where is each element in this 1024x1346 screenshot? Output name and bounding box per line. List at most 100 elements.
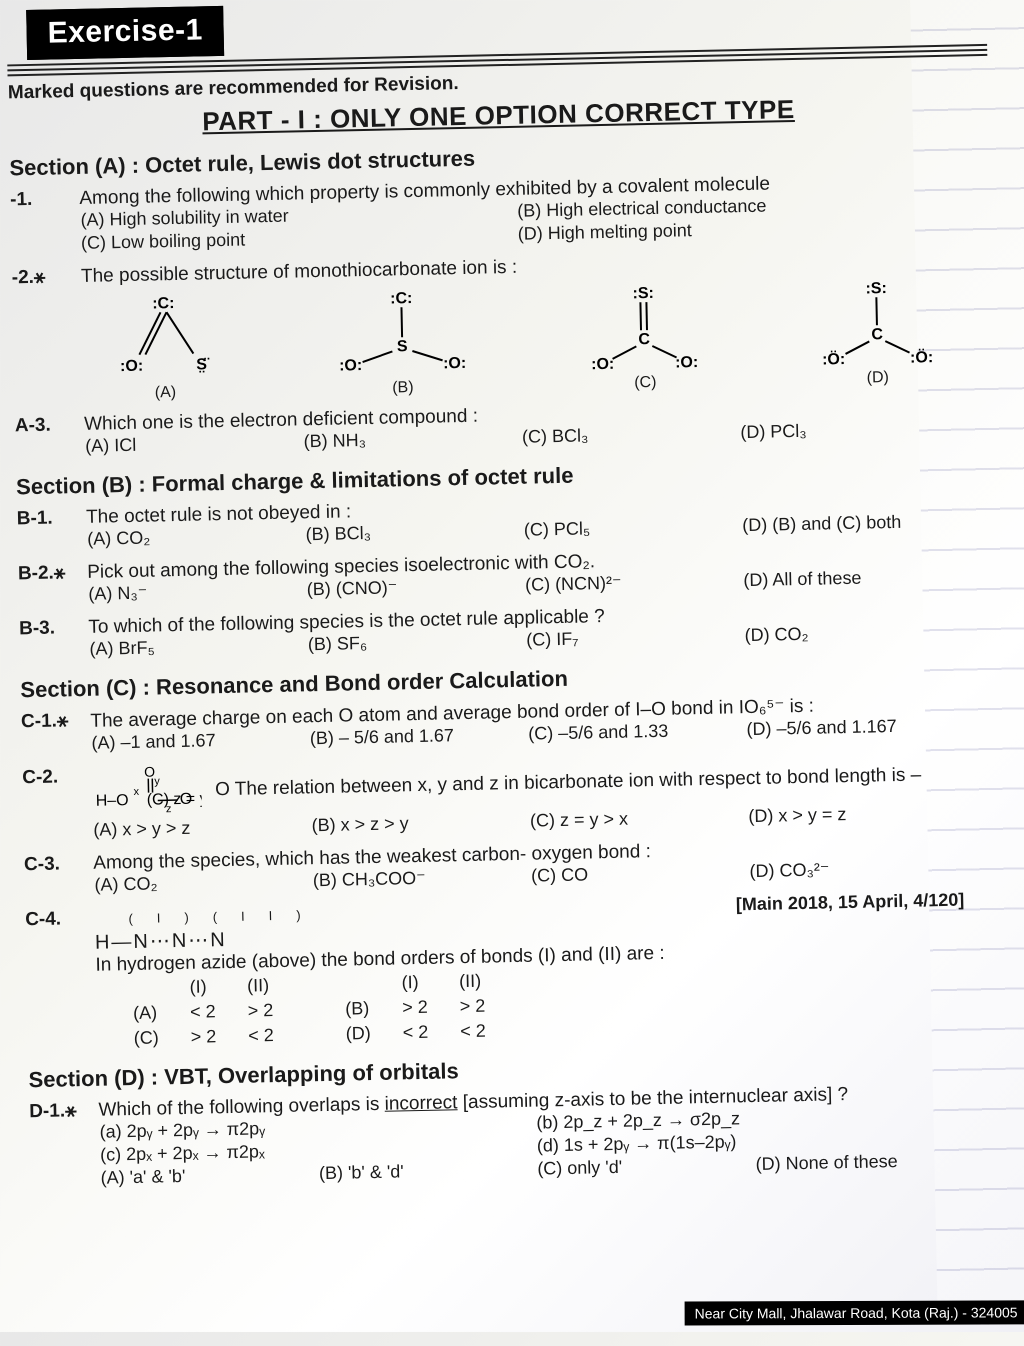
- page-footer: Near City Mall, Jhalawar Road, Kota (Raj…: [685, 1300, 1024, 1325]
- opt-c: (C) only 'd': [537, 1154, 756, 1180]
- opt-d: (D) x > y = z: [748, 802, 967, 828]
- bond-label-2: (II): [213, 907, 325, 924]
- q-num: C-2.: [22, 766, 86, 789]
- q-num: C-1.⚹: [21, 710, 85, 733]
- opt-d: (D) All of these: [743, 566, 962, 592]
- underlined: incorrect: [384, 1092, 457, 1115]
- svg-text:x: x: [134, 786, 140, 798]
- opt-d: (D) CO₃²⁻: [749, 856, 968, 882]
- question-c2: C-2. H–O x (C) z = y > x O y z O O The r…: [22, 747, 1003, 845]
- svg-text::C:: :C:: [390, 290, 413, 307]
- svg-text::O:: :O:: [443, 355, 466, 372]
- svg-text:y: y: [154, 775, 160, 787]
- opt-d: (D) (B) and (C) both: [742, 511, 961, 537]
- q-num: C-3.: [24, 853, 88, 876]
- svg-text::C:: :C:: [152, 295, 175, 312]
- opt-label: (B): [333, 378, 473, 399]
- opt-b: (B) x > z > y: [311, 811, 530, 837]
- svg-text:S: S: [397, 338, 408, 355]
- svg-text:C: C: [638, 331, 650, 348]
- opts-left: (I)(II) (A)< 2> 2 (C)> 2< 2: [116, 973, 290, 1052]
- opt-c: (C) BCl₃: [522, 422, 741, 448]
- svg-text::O:: :O:: [120, 358, 143, 375]
- opt-label: (A): [110, 383, 220, 403]
- opt-d: (D) PCl₃: [740, 418, 959, 444]
- svg-text::S:: :S:: [865, 280, 887, 297]
- opt-a: (A) N₃⁻: [88, 579, 307, 605]
- struct-d: :S: C :Ö: :Ö: (D): [816, 278, 938, 388]
- opts-right: (I)(II) (B)> 2> 2 (D)< 2< 2: [328, 968, 502, 1047]
- structure-row: :C: :O: S̤̈ (A) :C: S :O: :: [52, 277, 994, 405]
- opt-a: (A) 'a' & 'b': [100, 1163, 319, 1189]
- opt-d: (D) None of these: [755, 1149, 974, 1175]
- lewis-icon: :C: :O: S̤̈: [108, 293, 220, 385]
- svg-text:H–O: H–O: [96, 792, 129, 810]
- opt-b: (B) 'b' & 'd': [319, 1159, 538, 1185]
- svg-text::O:: :O:: [339, 357, 362, 374]
- svg-text::O:: :O:: [591, 356, 614, 373]
- opt-c: (C) IF₇: [526, 625, 745, 651]
- q-num: D-1.⚹: [29, 1100, 93, 1123]
- lewis-icon: :S: C :O: :O:: [583, 283, 705, 375]
- question-b1: B-1. The octet rule is not obeyed in : (…: [17, 488, 998, 554]
- q-num: C-4.: [25, 908, 89, 931]
- q-num: B-1.: [17, 507, 81, 530]
- opt-a: (A) x > y > z: [93, 815, 312, 841]
- q-num: -1.: [10, 188, 74, 211]
- azide-structure: H—N⋯N⋯N: [95, 929, 227, 954]
- svg-text::S:: :S:: [633, 285, 655, 302]
- opt-b: (B) – 5/6 and 1.67: [310, 724, 529, 750]
- question-b3: B-3. To which of the following species i…: [19, 598, 1000, 664]
- opt-c: (C) CO: [531, 861, 750, 887]
- opt-label: (D): [818, 368, 938, 389]
- bicarbonate-icon: H–O x (C) z = y > x O y z O: [91, 764, 202, 820]
- q-num: B-3.: [19, 617, 83, 640]
- svg-text::Ö:: :Ö:: [910, 347, 934, 366]
- bond-label-1: (I): [128, 909, 213, 926]
- svg-text::O:: :O:: [675, 354, 698, 371]
- question-a3: A-3. Which one is the electron deficient…: [15, 395, 996, 461]
- opt-d: (D) CO₂: [744, 621, 963, 647]
- svg-text:C: C: [871, 326, 883, 343]
- opt-b: (B) NH₃: [303, 427, 522, 453]
- question-b2: B-2.⚹ Pick out among the following speci…: [18, 543, 999, 609]
- question-c1: C-1.⚹ The average charge on each O atom …: [21, 691, 1002, 758]
- exam-tag: [Main 2018, 15 April, 4/120]: [736, 890, 965, 916]
- q-num: B-2.⚹: [18, 562, 82, 585]
- opt-a: (A) ICl: [85, 431, 304, 457]
- opt-a: (A) CO₂: [94, 870, 313, 896]
- lewis-icon: :S: C :Ö: :Ö:: [816, 278, 938, 370]
- opt-b: (B) (CNO)⁻: [307, 575, 526, 601]
- struct-b: :C: S :O: :O: (B): [331, 288, 473, 399]
- opt-c: (C) z = y > x: [530, 806, 749, 832]
- opt-b: (B) CH₃COO⁻: [313, 866, 532, 892]
- q-num: -2.⚹: [12, 266, 76, 289]
- opt-label: (C): [585, 373, 705, 394]
- svg-text:S̤̈: S̤̈: [196, 356, 210, 373]
- opt-b: (B) BCl₃: [305, 520, 524, 546]
- svg-text:z: z: [166, 803, 172, 815]
- struct-a: :C: :O: S̤̈ (A): [108, 293, 220, 403]
- exercise-badge: Exercise-1: [26, 6, 224, 60]
- page-content: Exercise-1 Marked questions are recommen…: [0, 0, 1024, 1203]
- opt-a: (A) BrF₅: [89, 634, 308, 660]
- svg-text:(C) z = y > x: (C) z = y > x: [147, 790, 203, 809]
- q-text-post: O The relation between x, y and z in bic…: [215, 764, 922, 800]
- opt-c: (C) PCl₅: [524, 515, 743, 541]
- opt-d: (D) –5/6 and 1.167: [746, 715, 965, 741]
- opt-a: (A) CO₂: [87, 524, 306, 550]
- question-c3: C-3. Among the species, which has the we…: [24, 834, 1005, 900]
- question-a2: -2.⚹ The possible structure of monothioc…: [12, 247, 995, 405]
- opt-c: (C) –5/6 and 1.33: [528, 719, 747, 745]
- opt-c: (C) (NCN)²⁻: [525, 570, 744, 596]
- question-d1: D-1.⚹ Which of the following overlaps is…: [29, 1081, 1011, 1193]
- lewis-icon: :C: S :O: :O:: [331, 288, 473, 381]
- opt-b: (B) SF₆: [308, 630, 527, 656]
- opt-a: (A) –1 and 1.67: [91, 728, 310, 754]
- q-num: A-3.: [15, 414, 79, 437]
- question-c4: C-4. (I)(II) [Main 2018, 15 April, 4/120…: [25, 889, 1008, 1053]
- svg-text::Ö:: :Ö:: [822, 349, 846, 368]
- struct-c: :S: C :O: :O: (C): [583, 283, 705, 393]
- svg-text:O: O: [180, 791, 193, 808]
- question-a1: -1. Among the following which property i…: [10, 169, 991, 258]
